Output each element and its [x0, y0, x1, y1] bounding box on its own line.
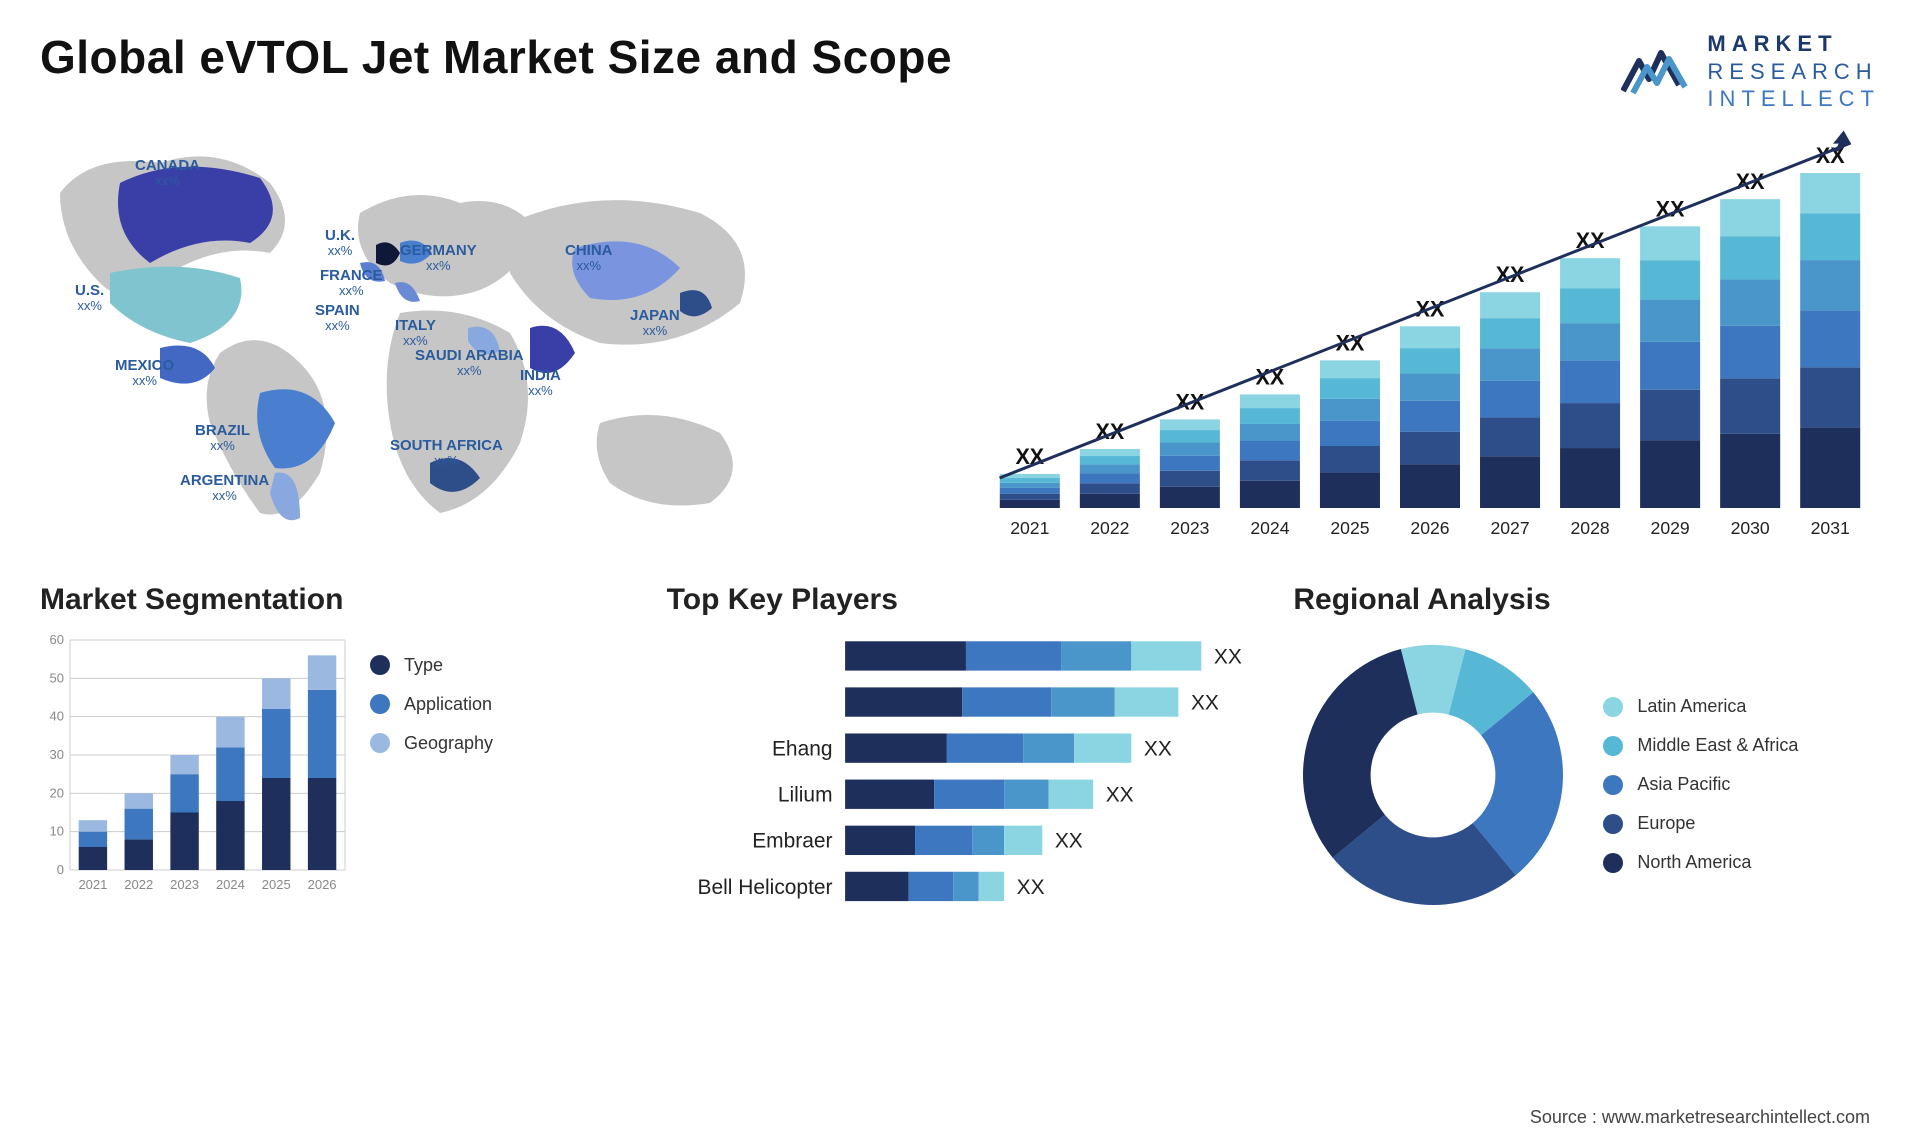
world-map: CANADAxx% U.S.xx% MEXICOxx% BRAZILxx% ARGENT… — [40, 123, 940, 553]
svg-text:2027: 2027 — [1490, 517, 1529, 537]
svg-text:0: 0 — [57, 862, 64, 877]
map-label-japan: JAPANxx% — [630, 308, 680, 339]
legend-label: Middle East & Africa — [1637, 735, 1798, 756]
svg-text:Ehang: Ehang — [772, 737, 833, 760]
svg-text:2021: 2021 — [1010, 517, 1049, 537]
svg-text:2025: 2025 — [1330, 517, 1369, 537]
legend-label: Geography — [404, 733, 493, 754]
map-label-saudi-arabia: SAUDI ARABIAxx% — [415, 348, 524, 379]
svg-text:2022: 2022 — [124, 877, 153, 892]
players-title: Top Key Players — [667, 583, 1254, 617]
svg-text:50: 50 — [50, 670, 64, 685]
svg-text:2023: 2023 — [170, 877, 199, 892]
legend-dot-icon — [1603, 814, 1623, 834]
page-title: Global eVTOL Jet Market Size and Scope — [40, 30, 952, 84]
svg-text:2024: 2024 — [1250, 517, 1289, 537]
map-label-brazil: BRAZILxx% — [195, 423, 250, 454]
region-legend-europe: Europe — [1603, 813, 1798, 834]
map-label-germany: GERMANYxx% — [400, 243, 477, 274]
legend-dot-icon — [370, 655, 390, 675]
svg-text:XX: XX — [1191, 691, 1219, 714]
svg-text:Lilium: Lilium — [778, 783, 833, 806]
map-label-mexico: MEXICOxx% — [115, 358, 174, 389]
brand-mark-icon — [1621, 41, 1693, 101]
map-label-china: CHINAxx% — [565, 243, 613, 274]
svg-text:Bell Helicopter: Bell Helicopter — [697, 875, 832, 898]
svg-text:2029: 2029 — [1651, 517, 1690, 537]
svg-text:XX: XX — [1214, 645, 1242, 668]
map-label-india: INDIAxx% — [520, 368, 561, 399]
region-legend-latin-america: Latin America — [1603, 696, 1798, 717]
seg-legend-application: Application — [370, 694, 493, 715]
region-legend-asia-pacific: Asia Pacific — [1603, 774, 1798, 795]
legend-label: North America — [1637, 852, 1751, 873]
regional-title: Regional Analysis — [1293, 583, 1880, 617]
map-label-south-africa: SOUTH AFRICAxx% — [390, 438, 503, 469]
segmentation-legend: Type Application Geography — [370, 635, 493, 913]
legend-dot-icon — [1603, 853, 1623, 873]
region-legend-middle-east-africa: Middle East & Africa — [1603, 735, 1798, 756]
segmentation-title: Market Segmentation — [40, 583, 627, 617]
svg-text:2023: 2023 — [1170, 517, 1209, 537]
svg-text:XX: XX — [1496, 262, 1525, 287]
map-label-u-k-: U.K.xx% — [325, 228, 355, 259]
seg-legend-geography: Geography — [370, 733, 493, 754]
logo-line3: INTELLECT — [1707, 85, 1880, 113]
segmentation-section: Market Segmentation 0 10 20 30 40 50 60 2021 202… — [40, 583, 627, 913]
legend-dot-icon — [370, 733, 390, 753]
map-label-canada: CANADAxx% — [135, 158, 200, 189]
region-legend-north-america: North America — [1603, 852, 1798, 873]
map-label-u-s-: U.S.xx% — [75, 283, 104, 314]
market-growth-chart: XX2021XX2022XX2023XX2024XX2025XX2026XX20… — [980, 123, 1880, 553]
players-chart: XX XX Ehang XX Lilium XX Embraer XX Bell Helicop… — [667, 635, 1254, 918]
regional-donut — [1293, 635, 1573, 915]
svg-text:2025: 2025 — [262, 877, 291, 892]
players-section: Top Key Players XX XX Ehang XX Lilium XX Embra… — [667, 583, 1254, 913]
svg-text:10: 10 — [50, 823, 64, 838]
svg-text:2022: 2022 — [1090, 517, 1129, 537]
svg-text:XX: XX — [1144, 737, 1172, 760]
legend-dot-icon — [1603, 736, 1623, 756]
legend-label: Europe — [1637, 813, 1695, 834]
footer-source: Source : www.marketresearchintellect.com — [1530, 1107, 1870, 1128]
svg-text:30: 30 — [50, 747, 64, 762]
regional-section: Regional Analysis Latin America Middle Ea… — [1293, 583, 1880, 913]
legend-label: Application — [404, 694, 492, 715]
legend-label: Latin America — [1637, 696, 1746, 717]
svg-text:2030: 2030 — [1731, 517, 1770, 537]
svg-text:2026: 2026 — [1410, 517, 1449, 537]
brand-logo: MARKET RESEARCH INTELLECT — [1621, 30, 1880, 113]
svg-text:60: 60 — [50, 635, 64, 647]
regional-legend: Latin America Middle East & Africa Asia Pa… — [1603, 676, 1798, 873]
svg-text:2031: 2031 — [1811, 517, 1850, 537]
legend-label: Type — [404, 655, 443, 676]
legend-dot-icon — [1603, 775, 1623, 795]
legend-dot-icon — [1603, 697, 1623, 717]
logo-line2: RESEARCH — [1707, 58, 1880, 86]
map-label-spain: SPAINxx% — [315, 303, 360, 334]
map-label-argentina: ARGENTINAxx% — [180, 473, 269, 504]
map-label-france: FRANCExx% — [320, 268, 383, 299]
map-label-italy: ITALYxx% — [395, 318, 436, 349]
segmentation-chart: 0 10 20 30 40 50 60 2021 2022 2023 2024 2025 2026 — [40, 635, 350, 895]
svg-text:XX: XX — [1016, 875, 1044, 898]
svg-text:2024: 2024 — [216, 877, 245, 892]
svg-text:40: 40 — [50, 708, 64, 723]
svg-text:20: 20 — [50, 785, 64, 800]
svg-text:XX: XX — [1105, 783, 1133, 806]
legend-dot-icon — [370, 694, 390, 714]
svg-text:Embraer: Embraer — [752, 829, 832, 852]
svg-text:2026: 2026 — [308, 877, 337, 892]
logo-line1: MARKET — [1707, 30, 1880, 58]
legend-label: Asia Pacific — [1637, 774, 1730, 795]
svg-text:XX: XX — [1055, 829, 1083, 852]
seg-legend-type: Type — [370, 655, 493, 676]
svg-text:2021: 2021 — [78, 877, 107, 892]
svg-text:2028: 2028 — [1571, 517, 1610, 537]
